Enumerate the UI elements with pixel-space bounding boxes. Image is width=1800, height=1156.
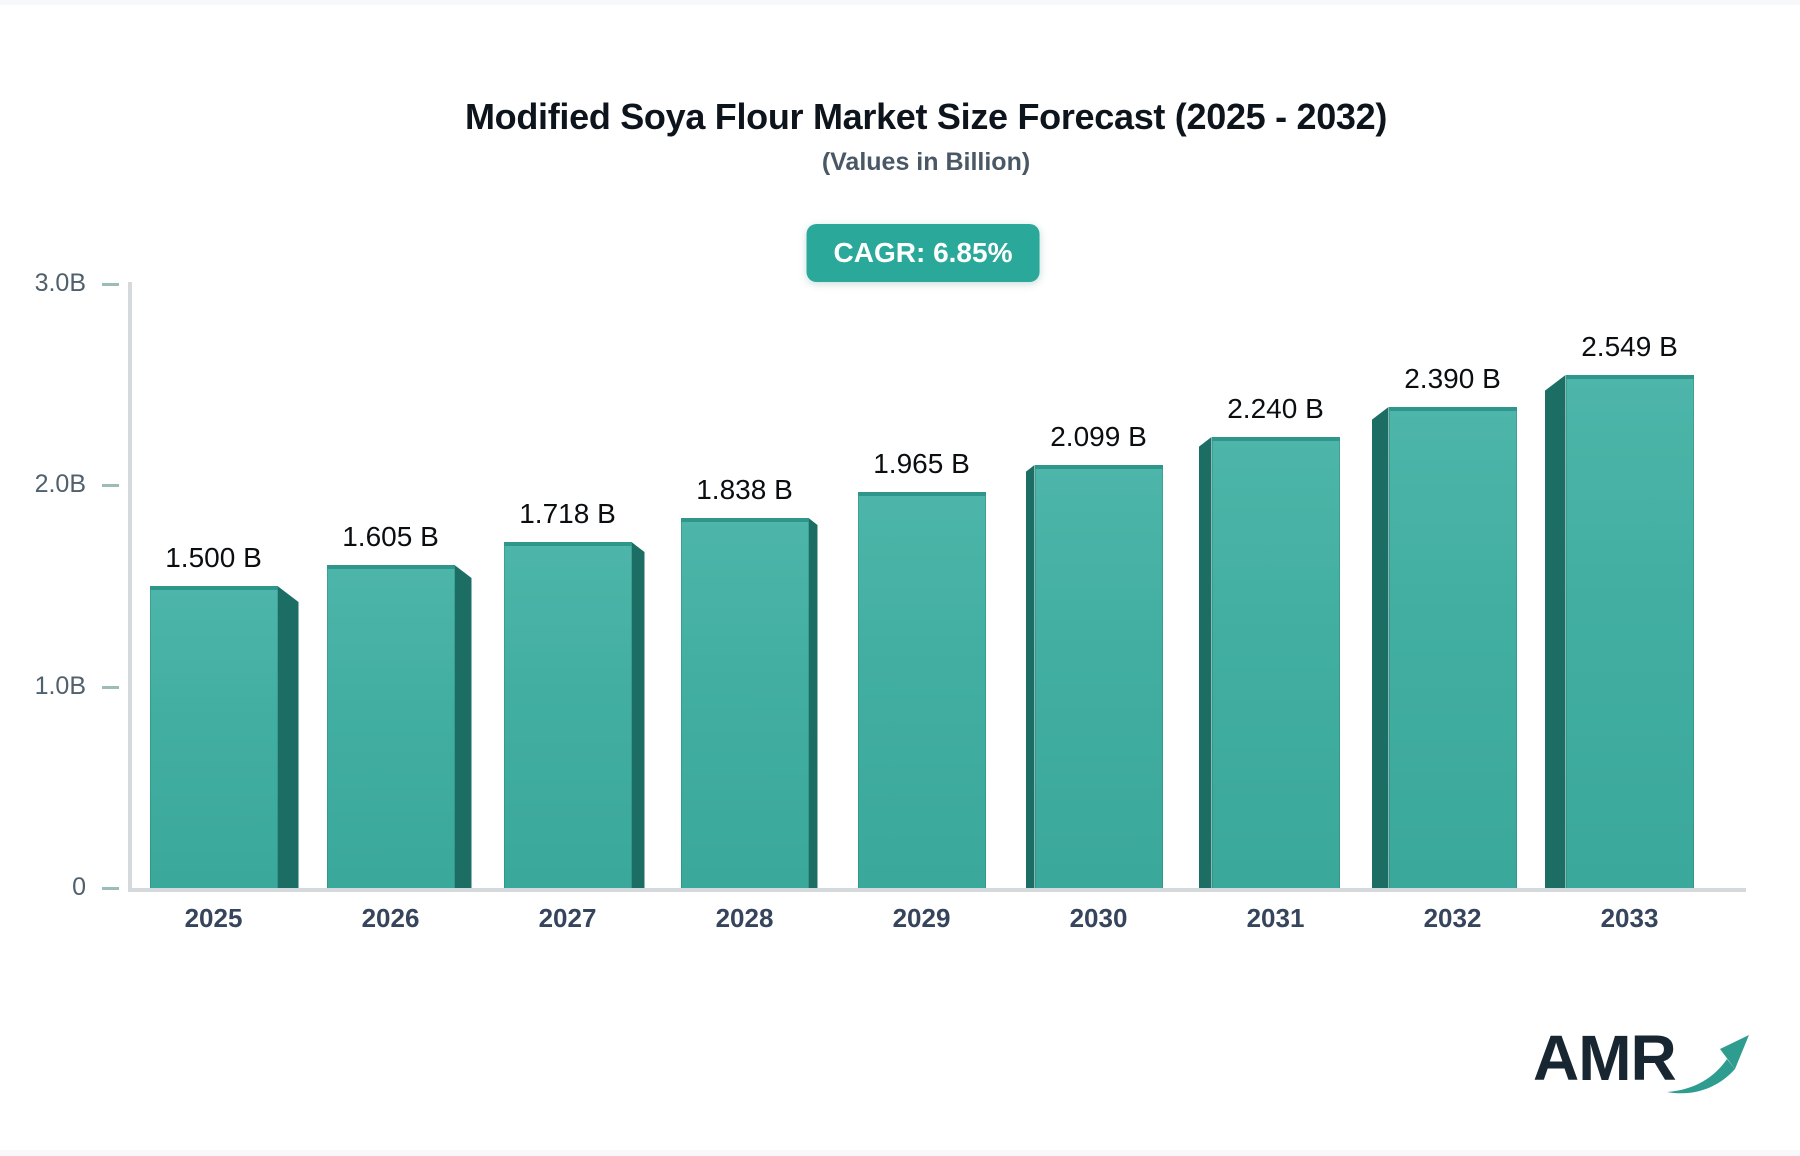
bar-2033[interactable] (1565, 375, 1694, 888)
bar-value-label: 1.965 B (873, 448, 970, 479)
y-axis-tick-mark (102, 484, 119, 488)
y-axis-line (128, 282, 132, 891)
bar-2028[interactable] (680, 518, 809, 888)
bar-2032[interactable] (1388, 407, 1517, 888)
y-axis-tick-mark (102, 685, 119, 689)
amr-logo-text: AMR (1533, 1022, 1677, 1094)
bar-3d-side (454, 565, 472, 888)
chart-subtitle: (Values in Billion) (821, 148, 1031, 176)
bar-value-label: 1.838 B (696, 474, 793, 505)
growth-arrow-icon (1666, 1035, 1749, 1094)
bar-2030[interactable] (1034, 465, 1163, 888)
y-axis-tick-label: 3.0B (34, 269, 86, 298)
page-bottom-edge (0, 1150, 1800, 1156)
y-axis-tick-mark (102, 887, 119, 890)
bar-3d-side (1198, 437, 1212, 888)
bar-2029[interactable] (857, 492, 986, 888)
bar-value-label: 1.500 B (165, 542, 262, 573)
x-axis-label-2026: 2026 (361, 903, 420, 933)
bar-2025[interactable] (149, 586, 278, 888)
bar-3d-side (277, 586, 299, 888)
bar-value-label: 1.718 B (519, 498, 616, 529)
y-axis-tick-label: 1.0B (34, 671, 86, 700)
amr-logo[interactable]: AMR (1533, 1026, 1752, 1100)
bar-3d-side (1544, 375, 1566, 888)
bar-value-label: 2.390 B (1404, 363, 1501, 394)
bar-value-label: 2.099 B (1050, 421, 1147, 452)
x-axis-label-2028: 2028 (715, 903, 774, 933)
bar-2026[interactable] (326, 565, 455, 888)
y-axis-tick-label: 0 (72, 873, 86, 901)
x-axis-label-2031: 2031 (1246, 903, 1305, 933)
x-axis-label-2027: 2027 (538, 903, 597, 933)
x-axis-label-2029: 2029 (892, 903, 951, 933)
x-axis-line (128, 888, 1746, 892)
bar-value-label: 1.605 B (342, 521, 439, 552)
bar-value-label: 2.240 B (1227, 393, 1324, 424)
y-axis-tick-label: 2.0B (34, 470, 86, 499)
bar-3d-side (631, 542, 645, 888)
bar-2031[interactable] (1211, 437, 1340, 888)
bar-3d-side (1025, 465, 1035, 888)
bar-value-label: 2.549 B (1581, 331, 1678, 362)
bar-3d-side (808, 518, 818, 888)
bar-3d-side (1371, 407, 1389, 888)
cagr-badge: CAGR: 6.85% (806, 224, 1040, 282)
y-axis-tick-mark (102, 283, 119, 287)
chart-title: Modified Soya Flour Market Size Forecast… (464, 96, 1388, 137)
x-axis-label-2033: 2033 (1600, 903, 1659, 933)
x-axis-label-2030: 2030 (1069, 903, 1128, 933)
page-top-edge (0, 0, 1800, 5)
x-axis-label-2032: 2032 (1423, 903, 1482, 933)
x-axis-label-2025: 2025 (184, 903, 243, 933)
bar-2027[interactable] (503, 542, 632, 888)
